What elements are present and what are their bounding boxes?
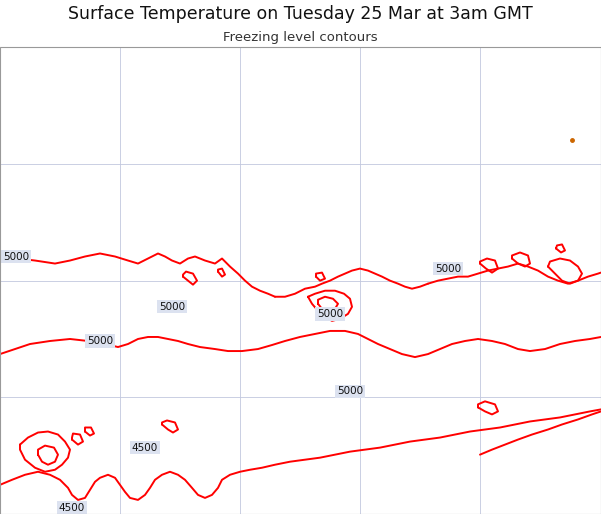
Text: 5000: 5000	[435, 264, 461, 273]
Text: Freezing level contours: Freezing level contours	[223, 31, 378, 44]
Text: 5000: 5000	[337, 387, 363, 396]
Text: 5000: 5000	[3, 251, 29, 262]
Text: Surface Temperature on Tuesday 25 Mar at 3am GMT: Surface Temperature on Tuesday 25 Mar at…	[68, 5, 533, 23]
Text: 4500: 4500	[132, 443, 158, 453]
Text: 5000: 5000	[159, 302, 185, 312]
Text: 5000: 5000	[317, 309, 343, 319]
Text: 4500: 4500	[59, 503, 85, 513]
Text: 5000: 5000	[87, 336, 113, 346]
